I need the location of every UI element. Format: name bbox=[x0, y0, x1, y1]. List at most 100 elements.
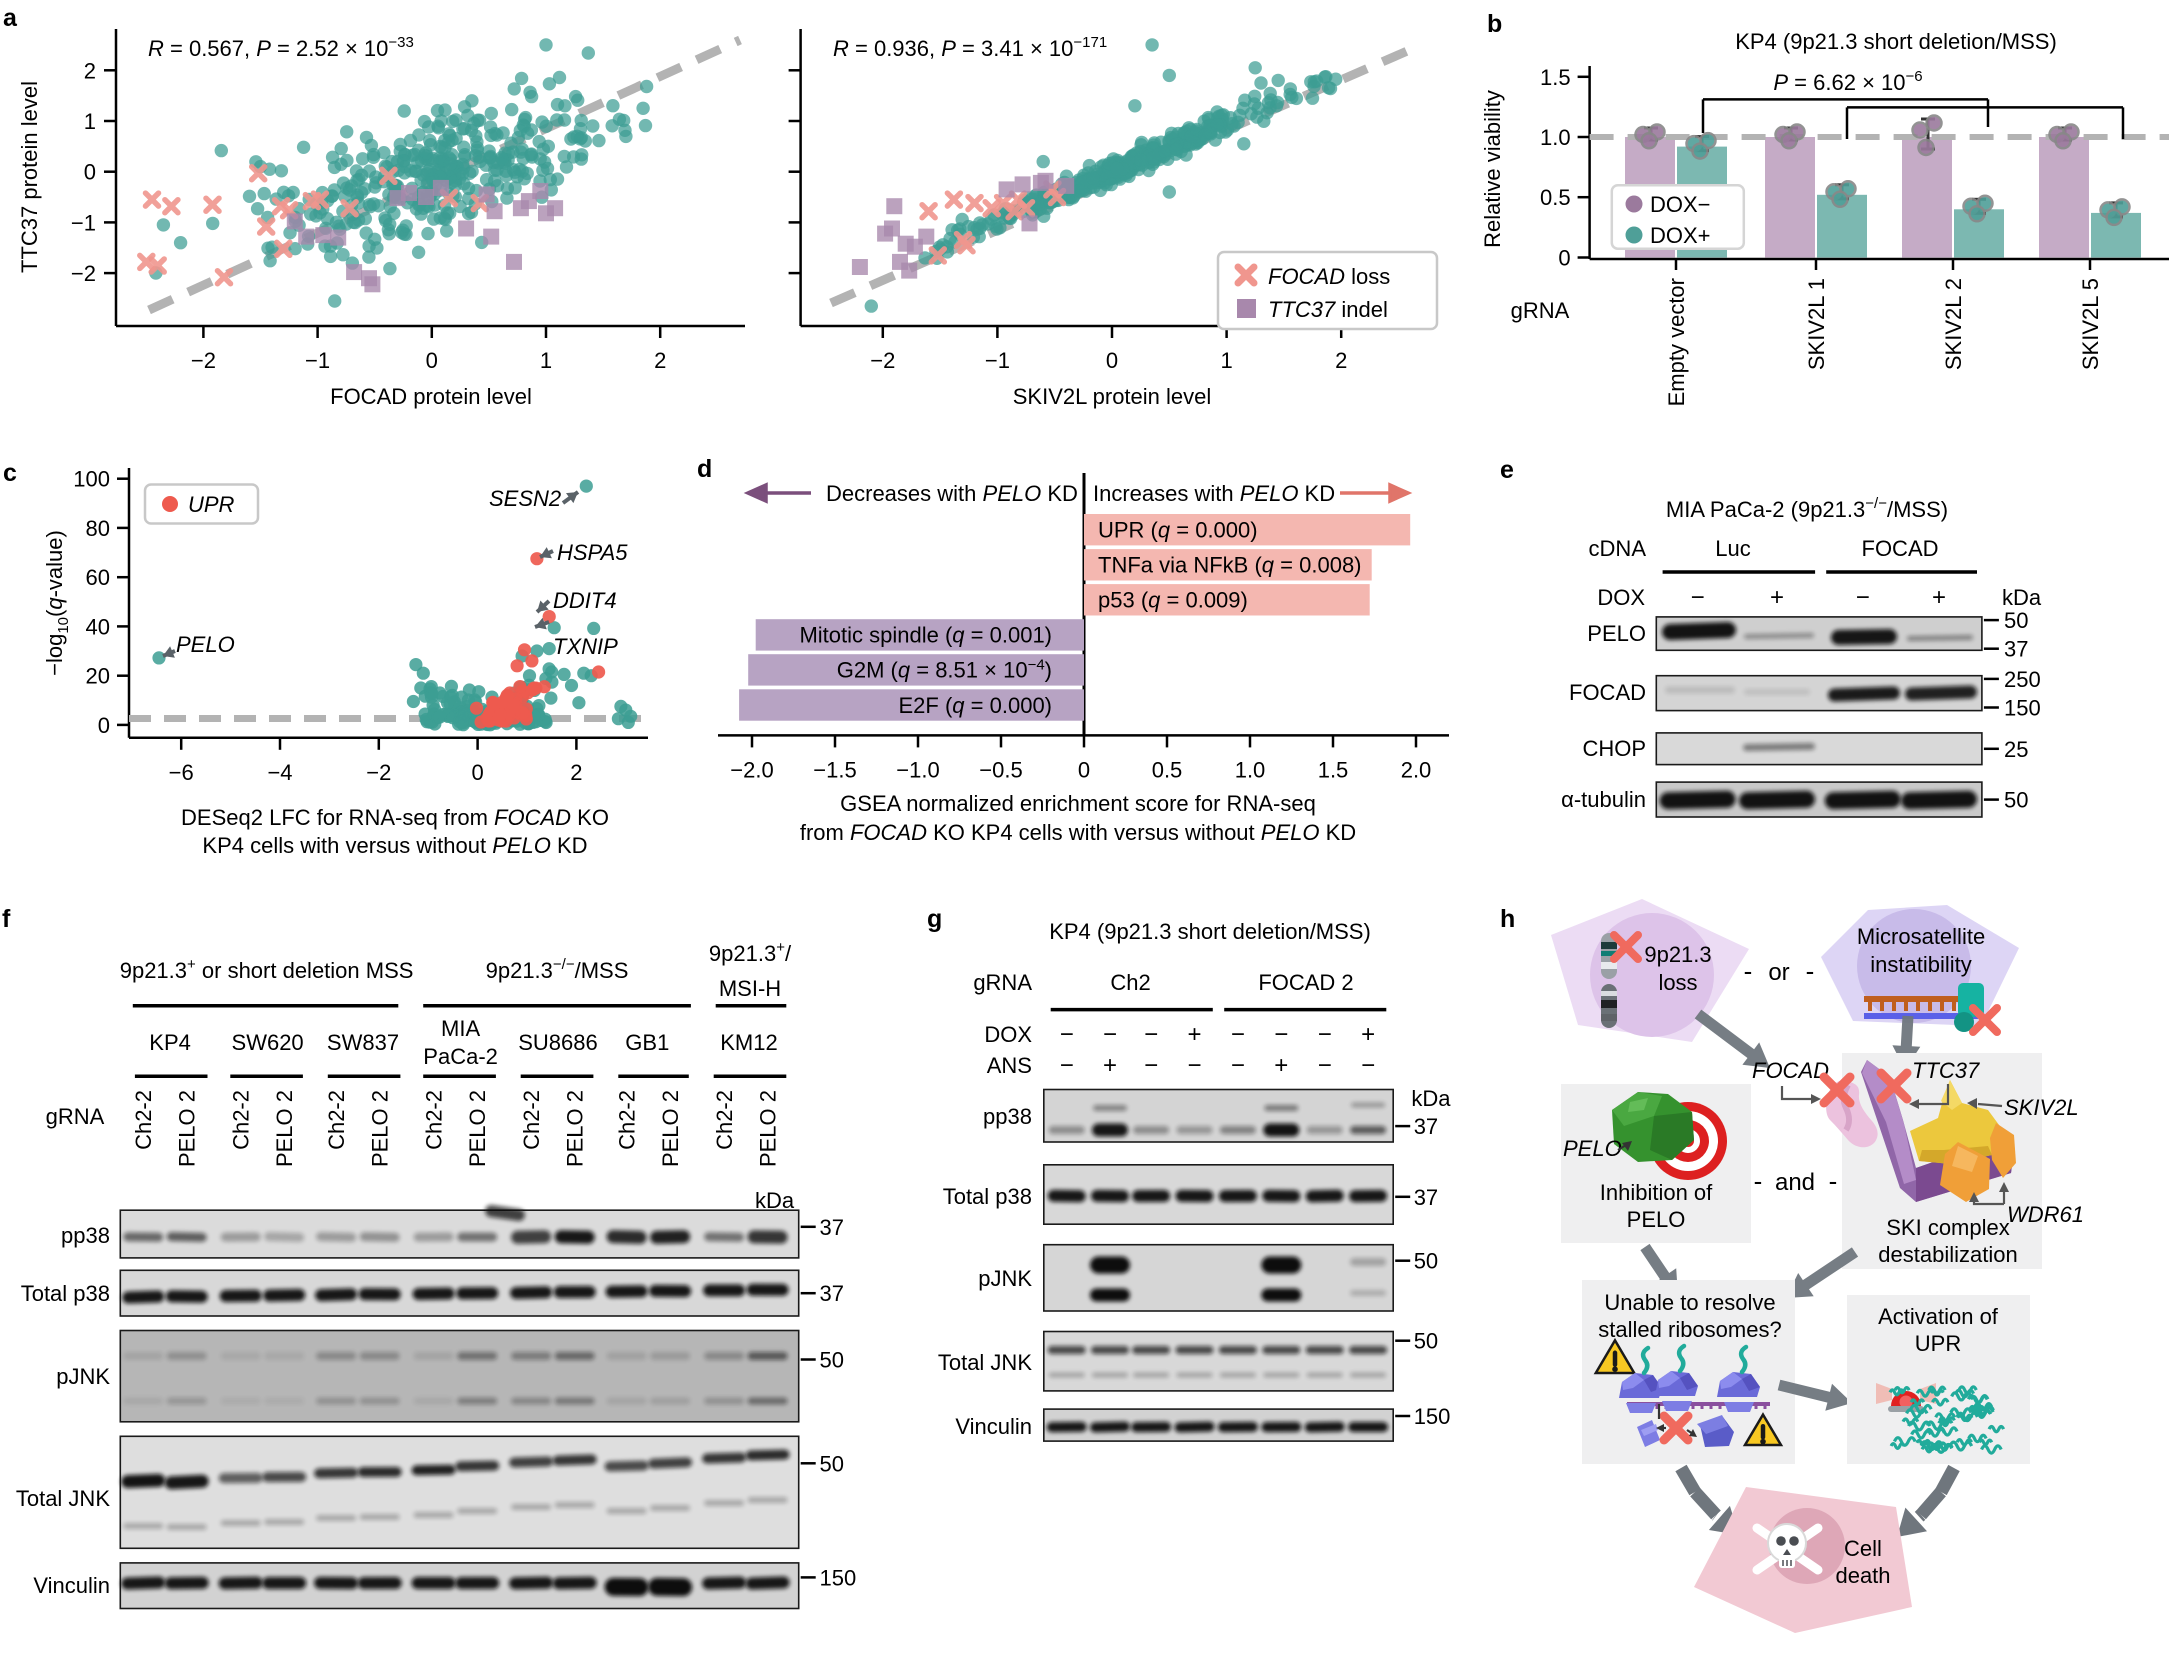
svg-text:50: 50 bbox=[820, 1451, 844, 1476]
svg-text:gRNA: gRNA bbox=[973, 970, 1032, 995]
svg-text:0.5: 0.5 bbox=[1152, 757, 1183, 782]
svg-text:Increases with PELO KD: Increases with PELO KD bbox=[1093, 481, 1335, 506]
svg-text:9p21.3: 9p21.3 bbox=[1644, 942, 1711, 967]
svg-text:250: 250 bbox=[2004, 667, 2041, 692]
svg-text:Ch2-2: Ch2-2 bbox=[615, 1090, 640, 1150]
svg-text:150: 150 bbox=[2004, 696, 2041, 721]
svg-text:−2: −2 bbox=[191, 348, 216, 373]
svg-text:SKIV2L: SKIV2L bbox=[2004, 1095, 2079, 1120]
svg-text:stalled ribosomes?: stalled ribosomes? bbox=[1598, 1317, 1781, 1342]
svg-text:−: − bbox=[1361, 1052, 1375, 1079]
svg-text:0: 0 bbox=[98, 713, 110, 738]
svg-text:Total JNK: Total JNK bbox=[16, 1486, 110, 1511]
svg-text:2: 2 bbox=[654, 348, 666, 373]
svg-text:R = 0.567, P = 2.52 × 10−33: R = 0.567, P = 2.52 × 10−33 bbox=[148, 34, 414, 61]
svg-text:100: 100 bbox=[73, 467, 110, 492]
svg-text:Luc: Luc bbox=[1715, 536, 1750, 561]
svg-text:pp38: pp38 bbox=[983, 1104, 1032, 1129]
svg-text:−1.0: −1.0 bbox=[896, 757, 939, 782]
svg-text:DESeq2 LFC for RNA-seq from FO: DESeq2 LFC for RNA-seq from FOCAD KO bbox=[181, 805, 609, 830]
svg-text:Total p38: Total p38 bbox=[943, 1184, 1032, 1209]
svg-text:ANS: ANS bbox=[987, 1053, 1032, 1078]
svg-text:−: − bbox=[1856, 584, 1870, 611]
svg-text:−: − bbox=[1231, 1021, 1245, 1048]
svg-text:WDR61: WDR61 bbox=[2007, 1202, 2084, 1227]
svg-text:-: - bbox=[1829, 1166, 1838, 1196]
svg-text:-: - bbox=[1754, 1166, 1763, 1196]
svg-text:−: − bbox=[1144, 1052, 1158, 1079]
svg-text:0: 0 bbox=[84, 160, 96, 185]
svg-text:g: g bbox=[927, 905, 942, 933]
svg-text:0: 0 bbox=[1558, 246, 1570, 271]
svg-text:CHOP: CHOP bbox=[1582, 736, 1646, 761]
svg-text:G2M (q = 8.51 × 10−4): G2M (q = 8.51 × 10−4) bbox=[837, 657, 1052, 683]
svg-text:Inhibition of: Inhibition of bbox=[1600, 1180, 1713, 1205]
svg-text:or: or bbox=[1768, 959, 1789, 986]
svg-text:DOX+: DOX+ bbox=[1650, 223, 1711, 248]
svg-text:PaCa-2: PaCa-2 bbox=[423, 1044, 498, 1069]
svg-text:UPR: UPR bbox=[1915, 1331, 1961, 1356]
svg-text:−2: −2 bbox=[366, 760, 391, 785]
svg-text:2: 2 bbox=[1335, 348, 1347, 373]
svg-text:−: − bbox=[1274, 1021, 1288, 1048]
svg-text:UPR (q = 0.000): UPR (q = 0.000) bbox=[1098, 518, 1258, 543]
svg-text:150: 150 bbox=[820, 1565, 857, 1590]
svg-text:+: + bbox=[1187, 1021, 1201, 1048]
svg-text:-: - bbox=[1806, 956, 1815, 986]
svg-text:2: 2 bbox=[570, 760, 582, 785]
svg-text:GB1: GB1 bbox=[625, 1030, 669, 1055]
svg-text:37: 37 bbox=[2004, 637, 2028, 662]
svg-text:Vinculin: Vinculin bbox=[33, 1573, 110, 1598]
svg-text:h: h bbox=[1500, 905, 1515, 933]
svg-text:Unable to resolve: Unable to resolve bbox=[1604, 1290, 1775, 1315]
svg-text:kDa: kDa bbox=[2002, 585, 2042, 610]
svg-text:60: 60 bbox=[86, 565, 110, 590]
svg-text:α-tubulin: α-tubulin bbox=[1561, 787, 1646, 812]
svg-text:50: 50 bbox=[2004, 788, 2028, 813]
svg-text:1.5: 1.5 bbox=[1540, 65, 1571, 90]
svg-text:−1: −1 bbox=[305, 348, 330, 373]
svg-text:kDa: kDa bbox=[1411, 1086, 1451, 1111]
svg-text:−: − bbox=[1060, 1021, 1074, 1048]
svg-text:HSPA5: HSPA5 bbox=[557, 540, 628, 565]
svg-text:FOCAD: FOCAD bbox=[1862, 536, 1939, 561]
svg-text:−: − bbox=[1103, 1021, 1117, 1048]
svg-text:−2: −2 bbox=[71, 261, 96, 286]
svg-text:FOCAD: FOCAD bbox=[1569, 680, 1646, 705]
svg-text:Ch2-2: Ch2-2 bbox=[712, 1090, 737, 1150]
svg-text:Cell: Cell bbox=[1844, 1536, 1882, 1561]
svg-text:37: 37 bbox=[820, 1281, 844, 1306]
svg-text:MSI-H: MSI-H bbox=[719, 976, 781, 1001]
svg-text:TXNIP: TXNIP bbox=[553, 634, 618, 659]
svg-text:pJNK: pJNK bbox=[978, 1266, 1032, 1291]
svg-text:d: d bbox=[697, 455, 712, 483]
svg-text:SW620: SW620 bbox=[232, 1030, 304, 1055]
svg-text:20: 20 bbox=[86, 664, 110, 689]
svg-text:PELO: PELO bbox=[1563, 1136, 1622, 1161]
svg-text:MIA PaCa-2 (9p21.3−/−/MSS): MIA PaCa-2 (9p21.3−/−/MSS) bbox=[1666, 495, 1948, 522]
svg-text:Activation of: Activation of bbox=[1878, 1304, 1999, 1329]
svg-text:PELO 2: PELO 2 bbox=[175, 1090, 200, 1167]
svg-text:E2F (q = 0.000): E2F (q = 0.000) bbox=[899, 693, 1053, 718]
svg-text:1.0: 1.0 bbox=[1235, 757, 1266, 782]
svg-text:KM12: KM12 bbox=[720, 1030, 777, 1055]
svg-text:-: - bbox=[1744, 956, 1753, 986]
svg-text:0: 0 bbox=[426, 348, 438, 373]
svg-text:0: 0 bbox=[1106, 348, 1118, 373]
svg-text:50: 50 bbox=[1414, 1249, 1438, 1274]
svg-text:1: 1 bbox=[1220, 348, 1232, 373]
svg-text:−: − bbox=[1187, 1052, 1201, 1079]
svg-text:50: 50 bbox=[820, 1348, 844, 1373]
svg-text:gRNA: gRNA bbox=[1511, 298, 1570, 323]
svg-text:−1: −1 bbox=[71, 210, 96, 235]
svg-text:1: 1 bbox=[84, 109, 96, 134]
svg-text:death: death bbox=[1835, 1563, 1890, 1588]
svg-text:PELO: PELO bbox=[1627, 1207, 1686, 1232]
svg-text:Total JNK: Total JNK bbox=[938, 1350, 1032, 1375]
svg-text:TTC37: TTC37 bbox=[1912, 1058, 1980, 1083]
svg-text:PELO 2: PELO 2 bbox=[756, 1090, 781, 1167]
svg-text:Ch2: Ch2 bbox=[1110, 970, 1150, 995]
svg-text:−: − bbox=[1231, 1052, 1245, 1079]
svg-text:Ch2-2: Ch2-2 bbox=[519, 1090, 544, 1150]
svg-text:instatibility: instatibility bbox=[1870, 952, 1971, 977]
